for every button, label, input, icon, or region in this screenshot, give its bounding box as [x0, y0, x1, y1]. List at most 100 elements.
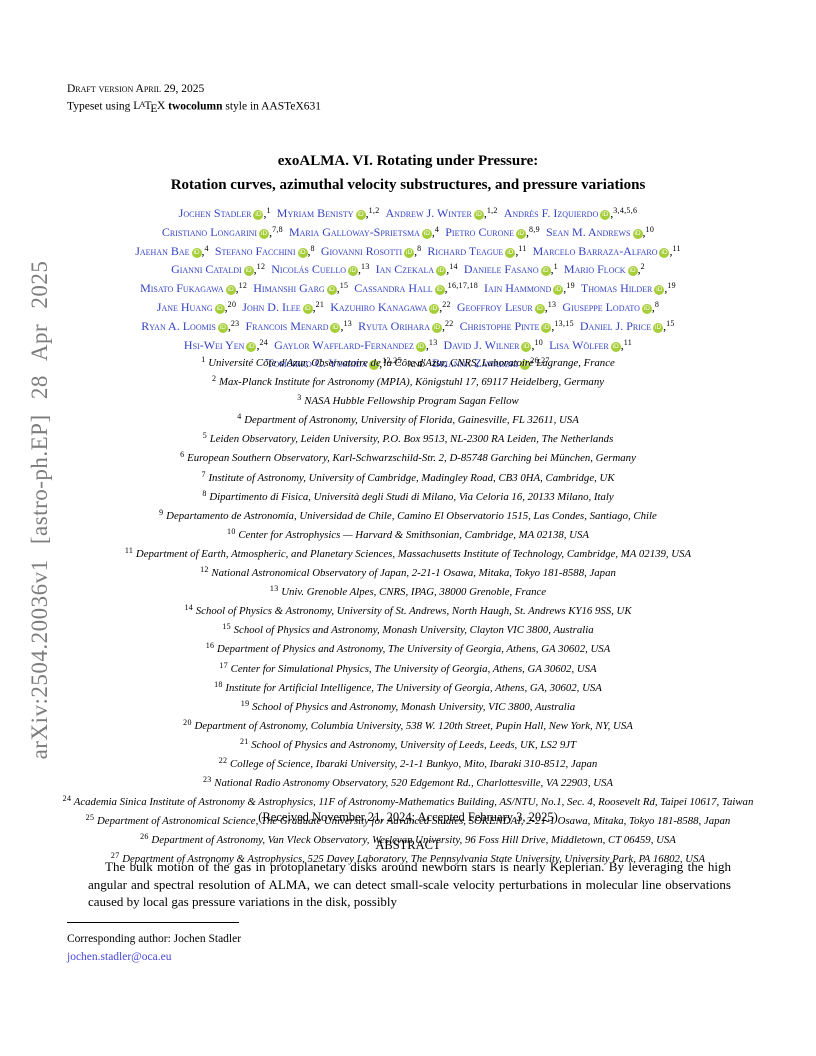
- author-name-link[interactable]: Maria Galloway-Sprietsma: [288, 224, 420, 239]
- orcid-icon[interactable]: iD: [429, 303, 440, 314]
- orcid-icon[interactable]: iD: [553, 285, 564, 296]
- author-name-link[interactable]: Ryuta Orihara: [358, 318, 430, 333]
- orcid-icon[interactable]: iD: [641, 303, 652, 314]
- author-name-link[interactable]: Richard Teague: [427, 243, 504, 258]
- author-entry: Lisa Wölfer iD ,11: [549, 338, 632, 352]
- orcid-icon[interactable]: iD: [659, 247, 670, 258]
- author-name-link[interactable]: Daniele Fasano: [463, 262, 539, 277]
- author-name-link[interactable]: Christophe Pinte: [459, 318, 540, 333]
- author-affil-sup: 13: [428, 337, 438, 347]
- orcid-icon[interactable]: iD: [297, 247, 308, 258]
- orcid-icon[interactable]: iD: [355, 210, 366, 220]
- orcid-icon[interactable]: iD: [330, 322, 341, 333]
- orcid-icon[interactable]: iD: [326, 285, 337, 296]
- orcid-icon[interactable]: iD: [654, 285, 665, 296]
- author-name-link[interactable]: Iain Hammond: [484, 281, 552, 296]
- orcid-icon[interactable]: iD: [421, 228, 432, 239]
- orcid-icon[interactable]: iD: [436, 266, 447, 277]
- author-entry: Giuseppe Lodato iD ,8: [562, 300, 659, 314]
- orcid-icon[interactable]: iD: [259, 228, 270, 239]
- affiliation-text: Université Côte d'Azur, Observatoire de …: [205, 357, 615, 369]
- author-name-link[interactable]: Nicolás Cuello: [271, 262, 347, 277]
- author-name-link[interactable]: Myriam Benisty: [276, 206, 354, 220]
- affiliation-number: 24: [62, 794, 72, 804]
- author-affil-sup: 12,25: [382, 356, 402, 366]
- author-sup-comma: ,: [263, 206, 267, 220]
- orcid-icon[interactable]: iD: [214, 303, 225, 314]
- orcid-icon[interactable]: iD: [369, 360, 380, 371]
- author-name-link[interactable]: Lisa Wölfer: [549, 337, 609, 352]
- author-name-link[interactable]: Misato Fukagawa: [140, 281, 224, 296]
- author-name-link[interactable]: John D. Ilee: [242, 299, 301, 314]
- author-name-link[interactable]: Brianna Zawadzki: [432, 356, 519, 371]
- orcid-icon[interactable]: iD: [653, 322, 664, 333]
- orcid-icon[interactable]: iD: [191, 247, 202, 258]
- author-name-link[interactable]: Jochen Stadler: [178, 206, 252, 220]
- corresponding-author-email[interactable]: jochen.stadler@oca.eu: [67, 951, 172, 963]
- orcid-icon[interactable]: iD: [473, 210, 484, 220]
- author-name-link[interactable]: Daniel J. Price: [579, 318, 652, 333]
- author-name-link[interactable]: David J. Wilner: [443, 337, 520, 352]
- author-name-link[interactable]: Francois Menard: [245, 318, 329, 333]
- orcid-icon[interactable]: iD: [415, 341, 426, 352]
- author-name-link[interactable]: Jane Huang: [156, 299, 213, 314]
- author-name-link[interactable]: Jaehan Bae: [135, 243, 190, 258]
- author-name-link[interactable]: Pietro Curone: [445, 224, 515, 239]
- affiliation-text: Department of Astronomy, University of F…: [241, 414, 579, 427]
- orcid-icon[interactable]: iD: [541, 322, 552, 333]
- author-name-link[interactable]: Gianni Cataldi: [171, 262, 242, 277]
- orcid-icon[interactable]: iD: [534, 303, 545, 314]
- orcid-icon[interactable]: iD: [516, 228, 527, 239]
- orcid-icon[interactable]: iD: [246, 341, 257, 352]
- author-name-link[interactable]: Tomohiro C. Yoshida: [266, 356, 368, 371]
- author-name-link[interactable]: Marcelo Barraza-Alfaro: [532, 243, 658, 258]
- orcid-icon[interactable]: iD: [627, 266, 638, 277]
- affiliation-item: 24 Academia Sinica Institute of Astronom…: [58, 791, 758, 810]
- author-entry: Jane Huang iD ,20: [157, 300, 237, 314]
- orcid-icon[interactable]: iD: [432, 322, 442, 333]
- author-name-link[interactable]: Thomas Hilder: [580, 281, 653, 296]
- orcid-icon[interactable]: iD: [243, 266, 254, 277]
- orcid-icon[interactable]: iD: [348, 266, 359, 277]
- orcid-icon[interactable]: iD: [610, 341, 621, 352]
- author-entry: Nicolás Cuello iD ,13: [271, 262, 369, 277]
- author-sup-comma: ,: [365, 206, 369, 220]
- author-entry: Stefano Facchini iD ,8: [215, 244, 315, 258]
- affiliation-text: Department of Astronomy & Astrophysics, …: [119, 853, 706, 866]
- author-name-link[interactable]: Cassandra Hall: [354, 281, 433, 296]
- author-affil-sup: 7,8: [272, 224, 283, 234]
- affiliation-number: 27: [110, 851, 120, 861]
- affiliation-number: 20: [183, 717, 192, 727]
- orcid-icon[interactable]: iD: [225, 285, 236, 296]
- affiliation-item: 26 Department of Astronomy, Van Vleck Ob…: [58, 829, 758, 848]
- orcid-icon[interactable]: iD: [505, 247, 516, 258]
- author-name-link[interactable]: Kazuhiro Kanagawa: [330, 299, 428, 314]
- author-name-link[interactable]: Hsi-Wei Yen: [183, 337, 245, 352]
- author-name-link[interactable]: Ryan A. Loomis: [141, 318, 216, 333]
- author-name-link[interactable]: Stefano Facchini: [214, 243, 296, 258]
- orcid-icon[interactable]: iD: [521, 341, 532, 352]
- orcid-icon[interactable]: iD: [217, 322, 228, 333]
- orcid-icon[interactable]: iD: [600, 210, 611, 220]
- author-name-link[interactable]: Andrés F. Izquierdo: [503, 206, 599, 220]
- author-name-link[interactable]: Himanshi Garg: [253, 281, 325, 296]
- author-name-link[interactable]: Mario Flock: [563, 262, 626, 277]
- author-name-link[interactable]: Giuseppe Lodato: [562, 299, 640, 314]
- orcid-icon[interactable]: iD: [540, 266, 551, 277]
- author-name-link[interactable]: Sean M. Andrews: [545, 224, 631, 239]
- orcid-icon[interactable]: iD: [404, 247, 415, 258]
- author-name-link[interactable]: Cristiano Longarini: [161, 224, 258, 239]
- affiliation-number: 7: [201, 469, 206, 479]
- author-name-link[interactable]: Gaylor Wafflard-Fernandez: [274, 337, 414, 352]
- author-name-link[interactable]: Ian Czekala: [375, 262, 435, 277]
- orcid-icon[interactable]: iD: [632, 228, 643, 239]
- orcid-icon[interactable]: iD: [302, 303, 313, 314]
- affiliation-text: Department of Astronomical Science, The …: [94, 815, 731, 828]
- author-name-link[interactable]: Giovanni Rosotti: [320, 243, 403, 258]
- orcid-icon[interactable]: iD: [520, 360, 531, 371]
- author-name-link[interactable]: Geoffroy Lesur: [456, 299, 533, 314]
- orcid-icon[interactable]: iD: [434, 285, 445, 296]
- affiliation-text: College of Science, Ibaraki University, …: [227, 757, 598, 770]
- orcid-icon[interactable]: iD: [253, 210, 264, 220]
- author-name-link[interactable]: Andrew J. Winter: [385, 206, 472, 220]
